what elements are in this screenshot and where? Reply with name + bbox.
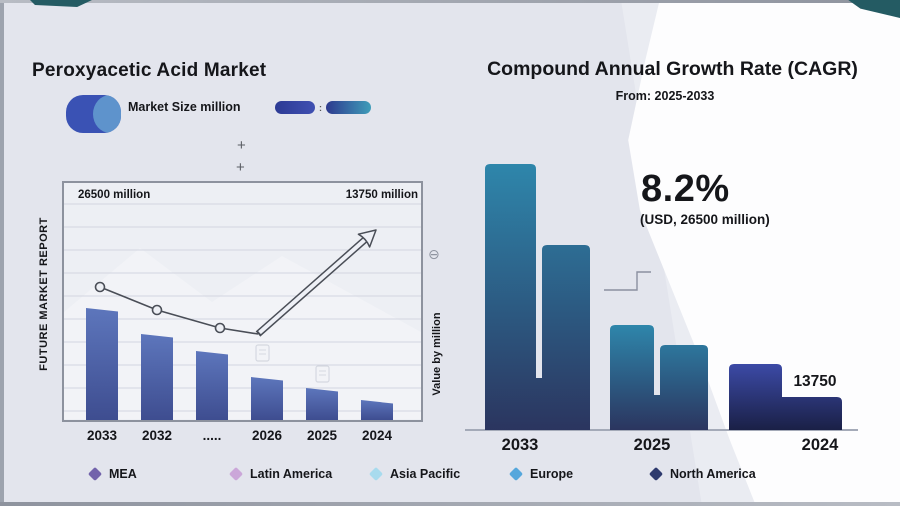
- plus-icon: +: [237, 137, 246, 154]
- legend-label: North America: [670, 467, 756, 481]
- left-xlabel-.....: .....: [202, 428, 222, 443]
- legend-diamond-icon: [228, 466, 244, 482]
- left-chart-annotation-26500: 26500 million: [78, 189, 151, 201]
- market-size-label: Market Size million: [128, 100, 241, 114]
- right-subtitle: From: 2025-2033: [615, 89, 715, 103]
- left-xlabel-2032: 2032: [141, 428, 173, 443]
- cagr-value: 8.2%: [641, 168, 730, 210]
- legend-item-asia-pacific: Asia Pacific: [368, 466, 461, 482]
- legend-label: MEA: [109, 467, 137, 481]
- legend-diamond-icon: [368, 466, 384, 482]
- legend-label: Asia Pacific: [390, 467, 461, 481]
- cagr-bar-pair-2033: [485, 164, 590, 430]
- step-bracket: [604, 271, 651, 291]
- circled-minus-icon: ⊖: [428, 246, 440, 262]
- frame-border-top: [0, 0, 900, 3]
- right-xlabel-2025: 2025: [633, 436, 671, 454]
- legend-item-north-america: North America: [648, 466, 756, 482]
- cylinder-icon: [66, 95, 121, 133]
- left-xlabel-2033: 2033: [86, 428, 118, 443]
- frame-border-left: [0, 0, 4, 506]
- future-market-report-label: FUTURE MARKET REPORT: [38, 217, 50, 371]
- value-axis-label: Value by million: [431, 312, 443, 396]
- legend-item-europe: Europe: [508, 466, 574, 482]
- legend-label: Latin America: [250, 467, 333, 481]
- corner-ribbon-top-left: [30, 0, 92, 8]
- plus-icon: +: [236, 159, 245, 176]
- right-xlabel-2024: 2024: [801, 436, 839, 454]
- legend-item-mea: MEA: [87, 466, 137, 482]
- left-xlabel-2025: 2025: [306, 428, 338, 443]
- bar-value-callout: 13750: [793, 373, 837, 390]
- pill-separator: :: [319, 102, 322, 113]
- cylinder-cap: [93, 95, 121, 133]
- right-xlabel-2033: 2033: [501, 436, 539, 454]
- legend-item-latin-america: Latin America: [228, 466, 333, 482]
- right-title: Compound Annual Growth Rate (CAGR): [487, 58, 858, 80]
- left-chart-annotation-13750: 13750 million: [345, 189, 418, 201]
- left-title: Peroxyacetic Acid Market: [32, 60, 267, 81]
- frame-border-bottom: [0, 502, 900, 506]
- legend-diamond-icon: [87, 466, 103, 482]
- left-xlabel-2024: 2024: [361, 428, 393, 443]
- left-xlabel-2026: 2026: [251, 428, 283, 443]
- legend-diamond-icon: [648, 466, 664, 482]
- legend-label: Europe: [530, 467, 574, 481]
- left-chart-panel: [62, 181, 423, 422]
- pill-teal-icon: [326, 101, 371, 114]
- cagr-detail: (USD, 26500 million): [640, 212, 770, 227]
- pill-pair: :: [275, 101, 371, 114]
- legend-diamond-icon: [508, 466, 524, 482]
- pill-dark-icon: [275, 101, 315, 114]
